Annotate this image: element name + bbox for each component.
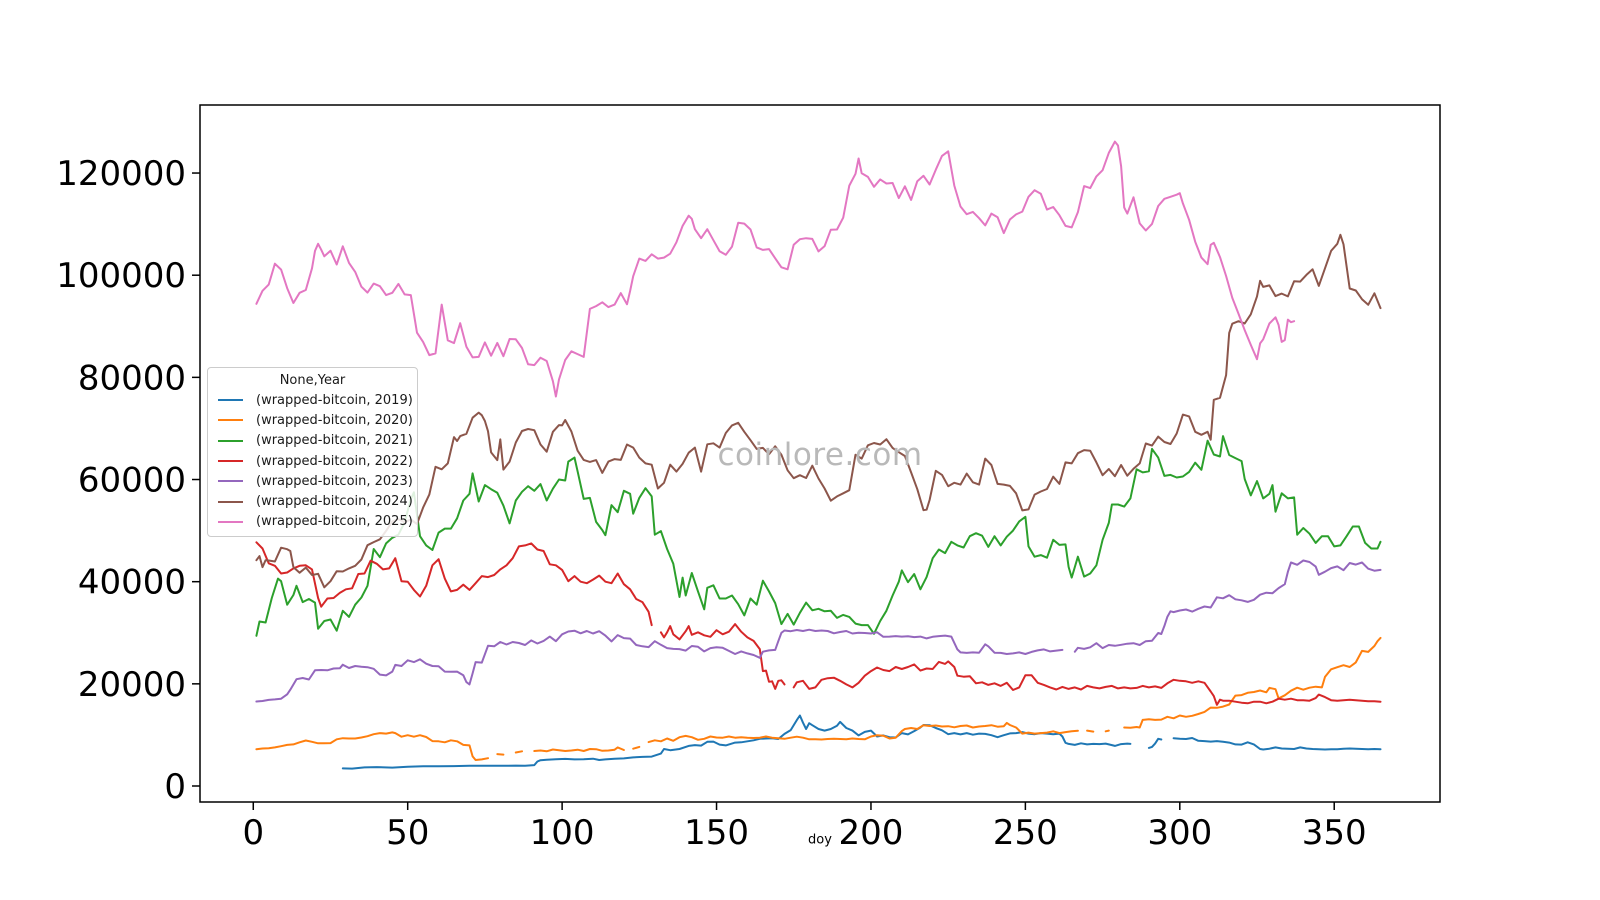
x-tick-label: 150 (684, 813, 749, 853)
x-axis-label: doy (808, 832, 832, 848)
x-tick-label: 250 (993, 813, 1058, 853)
legend-entry-label: (wrapped-bitcoin, 2020) (256, 412, 413, 428)
series-line-2023 (255, 559, 1382, 703)
legend-line-swatch (218, 439, 243, 442)
x-tick-label: 300 (1147, 813, 1212, 853)
x-tick-label: 200 (839, 813, 904, 853)
watermark: coinlore.com (717, 437, 923, 473)
legend-line-swatch (218, 500, 243, 503)
legend-entries: (wrapped-bitcoin, 2019) (wrapped-bitcoin,… (212, 390, 413, 532)
legend-entry: (wrapped-bitcoin, 2022) (212, 451, 413, 471)
y-tick-label: 20000 (78, 665, 186, 705)
series-line-2022 (255, 541, 1382, 706)
legend-line-swatch (218, 419, 243, 422)
legend-title: None,Year (279, 373, 346, 388)
legend-line-swatch (218, 520, 243, 523)
legend-entry: (wrapped-bitcoin, 2019) (212, 390, 413, 410)
series-line-2019 (341, 714, 1382, 770)
legend-entry: (wrapped-bitcoin, 2025) (212, 512, 413, 532)
y-tick-label: 40000 (78, 563, 186, 603)
series-line-2020 (255, 636, 1382, 761)
y-tick-label: 100000 (56, 256, 186, 296)
legend-entry: (wrapped-bitcoin, 2024) (212, 491, 413, 511)
legend-entry: (wrapped-bitcoin, 2023) (212, 471, 413, 491)
legend-line-swatch (218, 399, 243, 402)
y-tick-label: 0 (164, 767, 186, 807)
legend-entry-label: (wrapped-bitcoin, 2021) (256, 433, 413, 449)
series-line-2025 (255, 140, 1296, 398)
x-tick-label: 50 (386, 813, 429, 853)
legend-entry-label: (wrapped-bitcoin, 2025) (256, 514, 413, 530)
legend-line-swatch (218, 460, 243, 463)
legend-entry-label: (wrapped-bitcoin, 2022) (256, 453, 413, 469)
legend-box: None,Year (wrapped-bitcoin, 2019) (wrappe… (207, 367, 418, 538)
x-tick-label: 100 (530, 813, 595, 853)
y-tick-label: 60000 (78, 461, 186, 501)
legend-entry-label: (wrapped-bitcoin, 2024) (256, 494, 413, 510)
plot-area (199, 104, 1441, 803)
legend-entry: (wrapped-bitcoin, 2020) (212, 410, 413, 430)
legend-entry: (wrapped-bitcoin, 2021) (212, 431, 413, 451)
y-tick-label: 120000 (56, 154, 186, 194)
legend-entry-label: (wrapped-bitcoin, 2023) (256, 473, 413, 489)
legend-entry-label: (wrapped-bitcoin, 2019) (256, 392, 413, 408)
legend-line-swatch (218, 480, 243, 483)
series-line-2021 (255, 435, 1382, 637)
x-tick-label: 0 (242, 813, 264, 853)
series-line-2024 (255, 233, 1382, 589)
x-tick-label: 350 (1302, 813, 1367, 853)
y-tick-label: 80000 (78, 358, 186, 398)
